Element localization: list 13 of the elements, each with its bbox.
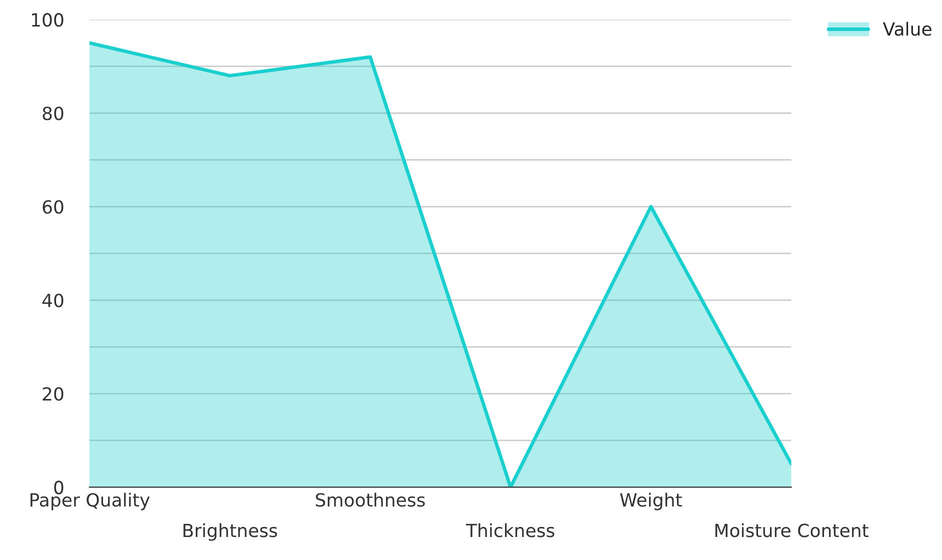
y-tick-label: 40 <box>42 294 64 308</box>
y-tick-label: 20 <box>42 387 64 401</box>
x-tick-label: Moisture Content <box>715 523 868 538</box>
x-tick-label: Brightness <box>184 523 278 541</box>
x-tick-label: Thickness <box>466 523 554 538</box>
x-tick-label: Smoothness <box>316 492 425 507</box>
x-tick-label: Paper Quality <box>30 492 150 510</box>
y-tick-label: 0 <box>54 480 64 494</box>
x-tick-label: Weight <box>620 492 682 510</box>
y-tick-label: 60 <box>42 200 64 214</box>
y-tick-label: 100 <box>32 13 64 27</box>
legend-label: Value <box>882 22 932 36</box>
y-tick-label: 80 <box>42 106 64 120</box>
